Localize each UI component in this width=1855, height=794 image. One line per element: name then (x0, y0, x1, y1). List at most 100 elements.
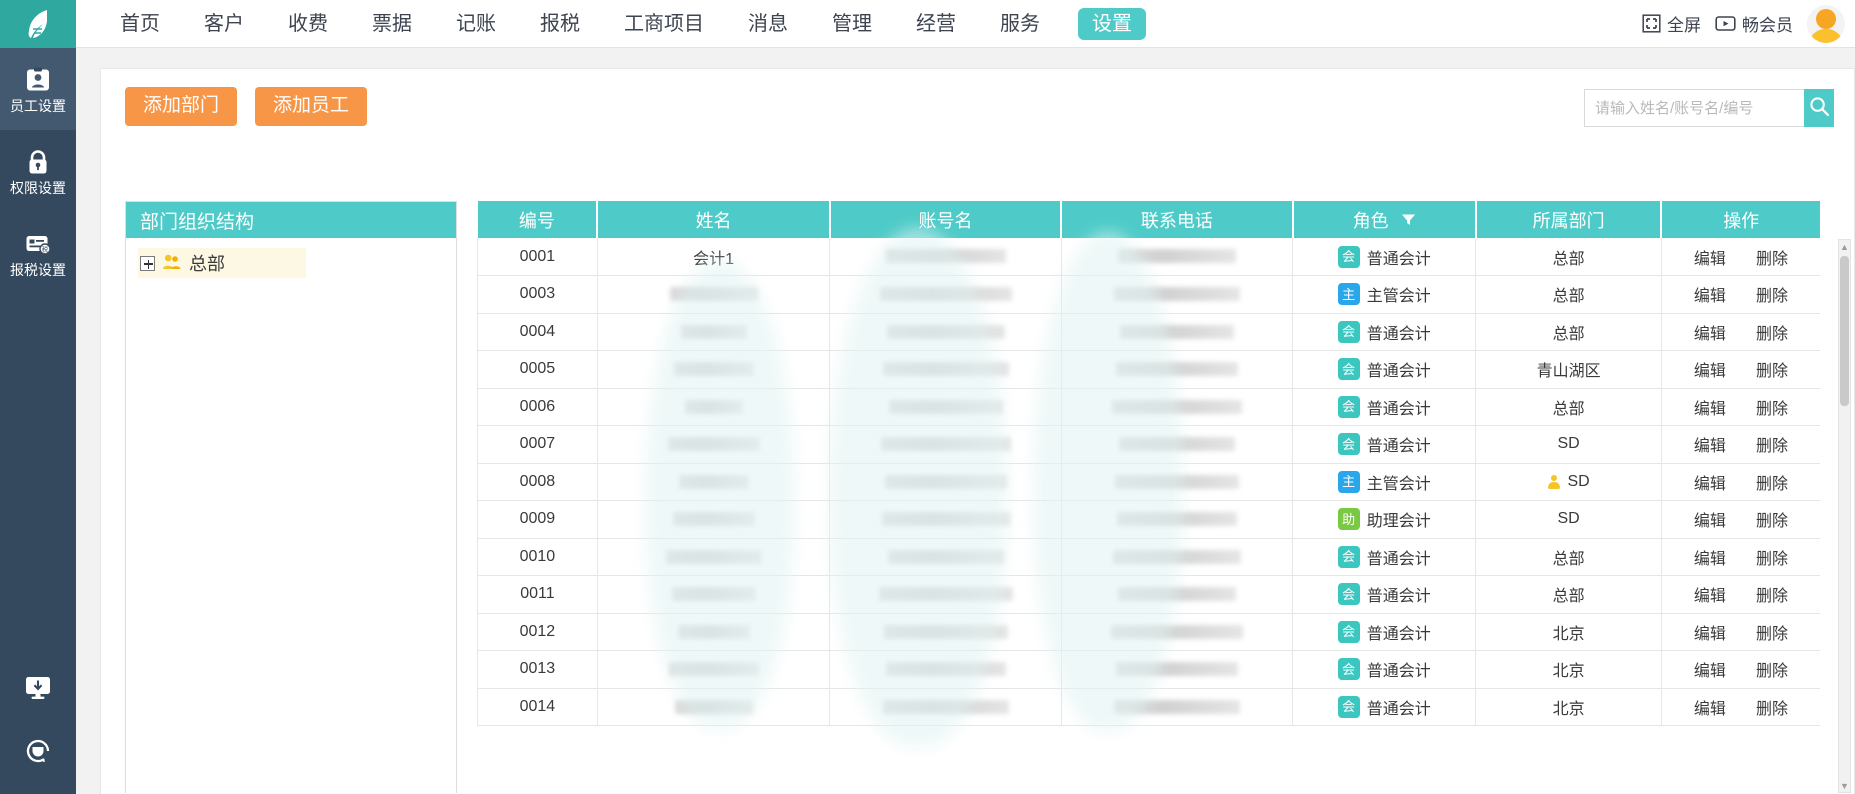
edit-link[interactable]: 编辑 (1693, 663, 1726, 681)
edit-link[interactable]: 编辑 (1693, 513, 1726, 531)
avatar[interactable] (1807, 4, 1845, 43)
column-header-department[interactable]: 所属部门 (1475, 201, 1663, 238)
edit-link[interactable]: 编辑 (1693, 288, 1726, 306)
column-header-id[interactable]: 编号 (477, 201, 599, 238)
delete-link[interactable]: 删除 (1755, 625, 1788, 643)
table-scrollbar[interactable]: ▲ ▼ (1838, 239, 1851, 793)
nav-item-messages[interactable]: 消息 (748, 12, 788, 35)
delete-link[interactable]: 删除 (1755, 550, 1788, 568)
table-row[interactable]: 0009 助助理会计 SD 编辑 删除 (477, 500, 1820, 539)
delete-link[interactable]: 删除 (1755, 663, 1788, 681)
cell-role: 助助理会计 (1292, 500, 1477, 539)
delete-link[interactable]: 删除 (1755, 250, 1788, 268)
cell-name (597, 388, 831, 426)
sidebar-item-label: 权限设置 (10, 179, 66, 196)
delete-link[interactable]: 删除 (1755, 513, 1788, 531)
delete-link[interactable]: 删除 (1755, 475, 1788, 493)
delete-link[interactable]: 删除 (1755, 700, 1788, 718)
sidebar-item-employee-settings[interactable]: 员工设置 (0, 48, 76, 130)
delete-link[interactable]: 删除 (1755, 288, 1788, 306)
table-row[interactable]: 0013 会普通会计 北京 编辑 删除 (477, 650, 1820, 689)
add-employee-button[interactable]: 添加员工 (255, 87, 368, 126)
masked-value (1115, 362, 1238, 377)
role-label: 普通会计 (1366, 363, 1431, 381)
table-row[interactable]: 0005 会普通会计 青山湖区 编辑 删除 (477, 350, 1820, 389)
sidebar-item-tax-settings[interactable]: 税 报税设置 (0, 212, 76, 294)
table-row[interactable]: 0003 主主管会计 总部 编辑 删除 (477, 275, 1820, 314)
cell-department: 北京 (1475, 650, 1662, 689)
sidebar-item-label: 报税设置 (10, 261, 66, 278)
nav-item-home[interactable]: 首页 (120, 12, 160, 35)
masked-value (1117, 587, 1236, 602)
scrollbar-thumb[interactable] (1840, 256, 1849, 406)
search-button[interactable] (1804, 89, 1834, 127)
column-header-account[interactable]: 账号名 (829, 201, 1063, 238)
sidebar-item-permission-settings[interactable]: 权限设置 (0, 130, 76, 212)
edit-link[interactable]: 编辑 (1693, 438, 1726, 456)
scrollbar-up-button[interactable]: ▲ (1840, 241, 1849, 252)
support-button[interactable] (0, 720, 76, 782)
edit-link[interactable]: 编辑 (1693, 325, 1726, 343)
feather-logo-icon (21, 7, 55, 41)
nav-item-invoices[interactable]: 票据 (372, 12, 412, 35)
masked-value (1113, 287, 1240, 302)
download-monitor-button[interactable] (0, 658, 76, 720)
edit-link[interactable]: 编辑 (1693, 588, 1726, 606)
masked-value (1112, 549, 1241, 564)
cell-phone (1061, 350, 1294, 389)
table-row[interactable]: 0004 会普通会计 总部 编辑 删除 (477, 313, 1820, 351)
role-badge-icon: 会 (1337, 658, 1360, 681)
nav-item-tax[interactable]: 报税 (540, 12, 580, 35)
delete-link[interactable]: 删除 (1755, 588, 1788, 606)
search-input[interactable] (1584, 89, 1804, 127)
nav-item-operations[interactable]: 经营 (916, 12, 956, 35)
lock-icon (24, 148, 52, 176)
nav-item-service[interactable]: 服务 (1000, 12, 1040, 35)
table-row[interactable]: 0001 会计1 会普通会计 总部 编辑 删除 (477, 238, 1820, 276)
cell-phone (1061, 575, 1294, 614)
column-header-name[interactable]: 姓名 (597, 201, 831, 238)
table-row[interactable]: 0011 会普通会计 总部 编辑 删除 (477, 575, 1820, 614)
filter-icon[interactable] (1401, 211, 1416, 232)
nav-item-settings[interactable]: 设置 (1078, 7, 1146, 40)
masked-value (668, 662, 759, 677)
edit-link[interactable]: 编辑 (1693, 625, 1726, 643)
cell-role: 主主管会计 (1292, 463, 1477, 501)
nav-item-customer[interactable]: 客户 (204, 12, 244, 35)
nav-item-business-projects[interactable]: 工商项目 (624, 12, 704, 35)
edit-link[interactable]: 编辑 (1693, 550, 1726, 568)
cell-phone (1061, 650, 1294, 689)
table-row[interactable]: 0014 会普通会计 北京 编辑 删除 (477, 688, 1820, 726)
delete-link[interactable]: 删除 (1755, 363, 1788, 381)
delete-link[interactable]: 删除 (1755, 400, 1788, 418)
edit-link[interactable]: 编辑 (1693, 250, 1726, 268)
nav-item-bookkeeping[interactable]: 记账 (456, 12, 496, 35)
column-header-role[interactable]: 角色 (1292, 201, 1477, 238)
table-row[interactable]: 0010 会普通会计 总部 编辑 删除 (477, 538, 1820, 576)
delete-link[interactable]: 删除 (1755, 438, 1788, 456)
table-row[interactable]: 0012 会普通会计 北京 编辑 删除 (477, 613, 1820, 651)
column-header-phone[interactable]: 联系电话 (1061, 201, 1294, 238)
add-department-button[interactable]: 添加部门 (125, 87, 238, 126)
cell-department: 北京 (1475, 688, 1662, 726)
edit-link[interactable]: 编辑 (1693, 400, 1726, 418)
expand-plus-icon[interactable] (140, 255, 155, 271)
fullscreen-button[interactable]: 全屏 (1642, 11, 1701, 36)
table-row[interactable]: 0007 会普通会计 SD 编辑 删除 (477, 425, 1820, 464)
table-row[interactable]: 0008 主主管会计 SD 编辑 删除 (477, 463, 1820, 501)
member-button[interactable]: 畅会员 (1715, 11, 1793, 36)
cell-phone (1061, 538, 1294, 576)
scrollbar-down-button[interactable]: ▼ (1840, 780, 1849, 791)
edit-link[interactable]: 编辑 (1693, 363, 1726, 381)
delete-link[interactable]: 删除 (1755, 325, 1788, 343)
edit-link[interactable]: 编辑 (1693, 475, 1726, 493)
column-header-operations[interactable]: 操作 (1661, 201, 1820, 238)
nav-item-fees[interactable]: 收费 (288, 12, 328, 35)
cell-id: 0012 (477, 613, 598, 651)
tree-node-headquarters[interactable]: 总部 (138, 248, 306, 278)
role-label: 普通会计 (1366, 663, 1431, 681)
edit-link[interactable]: 编辑 (1693, 700, 1726, 718)
app-logo[interactable] (0, 0, 76, 48)
table-row[interactable]: 0006 会普通会计 总部 编辑 删除 (477, 388, 1820, 426)
nav-item-management[interactable]: 管理 (832, 12, 872, 35)
